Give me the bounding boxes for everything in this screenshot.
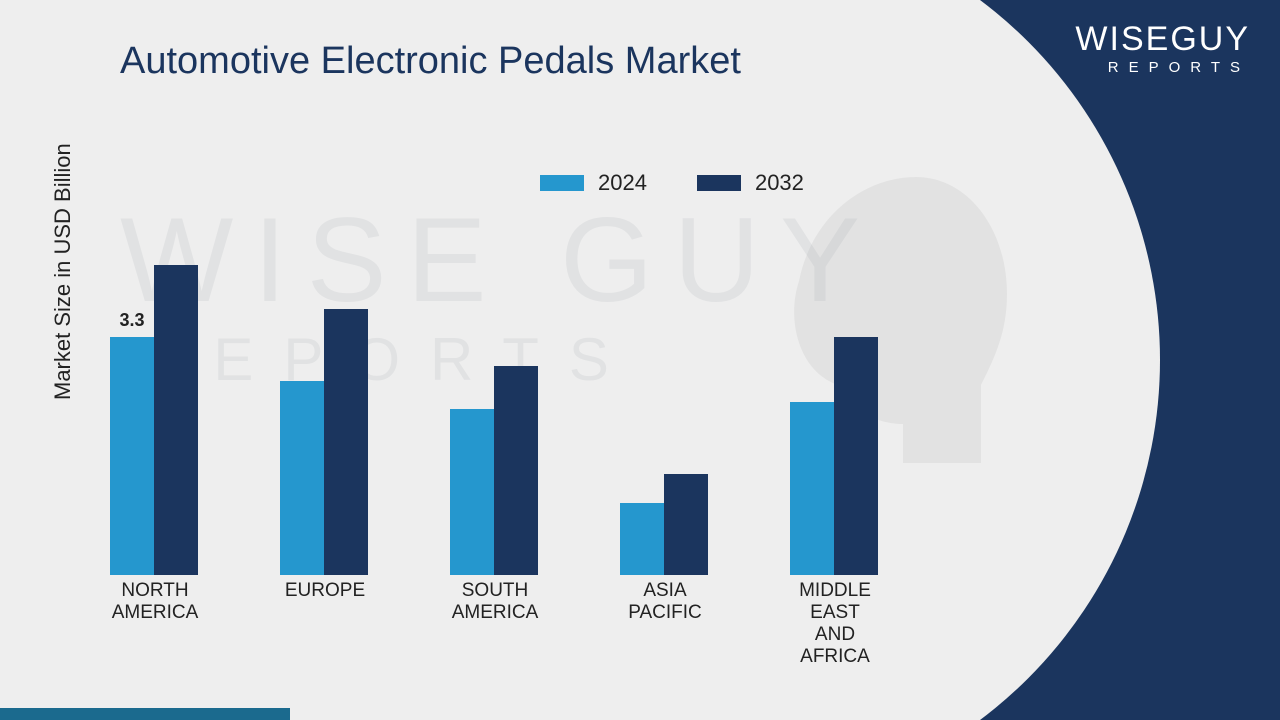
chart-canvas: WISE GUY REPORTS Automotive Electronic P… (0, 0, 1280, 720)
x-tick-label: MIDDLE EAST AND AFRICA (799, 580, 871, 667)
bottom-accent-bar (0, 708, 290, 720)
bar-2024 (280, 381, 324, 575)
x-tick-label: NORTH AMERICA (112, 580, 199, 624)
legend-item-2032: 2032 (697, 170, 804, 196)
chart-title: Automotive Electronic Pedals Market (120, 40, 741, 83)
bar-2024 (790, 402, 834, 575)
legend-item-2024: 2024 (540, 170, 647, 196)
x-tick-label: SOUTH AMERICA (452, 580, 539, 624)
bar-2024 (450, 409, 494, 575)
bar-2032 (324, 309, 368, 575)
bar-2024 (620, 503, 664, 575)
legend-swatch-2024 (540, 175, 584, 191)
logo-text-wise: WISE (1075, 20, 1170, 58)
legend-label-2024: 2024 (598, 170, 647, 196)
bar-2032 (494, 366, 538, 575)
y-axis-label: Market Size in USD Billion (50, 143, 76, 400)
brand-logo: WISEGUY REPORTS (1075, 22, 1250, 75)
bar-2032 (664, 474, 708, 575)
bar-2032 (834, 337, 878, 575)
legend-swatch-2032 (697, 175, 741, 191)
x-tick-label: ASIA PACIFIC (628, 580, 702, 624)
chart-plot-area: 3.3 (100, 215, 950, 575)
bar-2024 (110, 337, 154, 575)
logo-text-guy: GUY (1170, 20, 1250, 58)
legend-label-2032: 2032 (755, 170, 804, 196)
bar-value-label: 3.3 (102, 310, 162, 331)
x-tick-label: EUROPE (285, 580, 365, 602)
logo-text-reports: REPORTS (1075, 60, 1250, 75)
chart-legend: 2024 2032 (540, 170, 804, 196)
